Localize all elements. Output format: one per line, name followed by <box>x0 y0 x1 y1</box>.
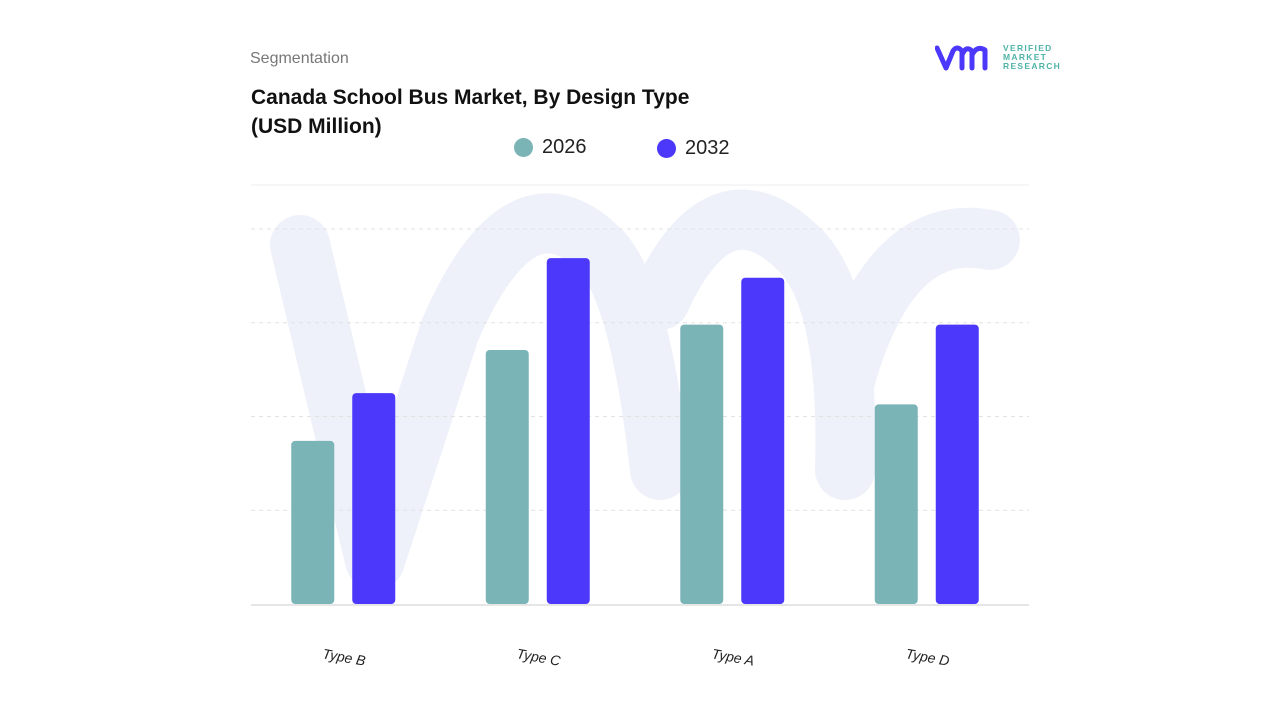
x-tick-label: Type B <box>321 645 366 668</box>
legend-label-2032: 2032 <box>685 137 730 159</box>
legend-swatch-2032 <box>657 139 676 158</box>
bar-type-b-2026 <box>291 440 335 604</box>
watermark-logo <box>270 189 1020 590</box>
segmentation-label: Segmentation <box>250 50 349 67</box>
bar-type-b-2032 <box>352 393 396 604</box>
bar-type-d-2026 <box>874 404 918 604</box>
logo-text-research: RESEARCH <box>1003 61 1062 71</box>
legend-swatch-2026 <box>514 138 533 157</box>
bar-type-c-2026 <box>485 349 529 604</box>
legend-item-2032: 2032 <box>657 137 730 160</box>
logo-text-verified: VERIFIED <box>1003 43 1053 53</box>
bar-type-a-2032 <box>741 277 785 604</box>
x-tick-label: Type D <box>905 645 951 668</box>
vmr-logo: VERIFIED MARKET RESEARCH <box>935 44 1061 71</box>
chart-title-line1: Canada School Bus Market, By Design Type <box>251 86 690 109</box>
vmr-logo-icon <box>935 45 988 70</box>
legend-label-2026: 2026 <box>542 136 587 158</box>
bar-type-c-2032 <box>546 258 590 604</box>
x-tick-label: Type A <box>711 645 756 668</box>
legend-item-2026: 2026 <box>514 136 587 159</box>
bar-type-d-2032 <box>935 324 979 604</box>
x-tick-label: Type C <box>516 645 563 669</box>
bar-type-a-2026 <box>680 324 724 604</box>
chart-title: Canada School Bus Market, By Design Type… <box>251 83 689 141</box>
chart-title-line2: (USD Million) <box>251 115 382 138</box>
logo-text-market: MARKET <box>1003 52 1048 62</box>
